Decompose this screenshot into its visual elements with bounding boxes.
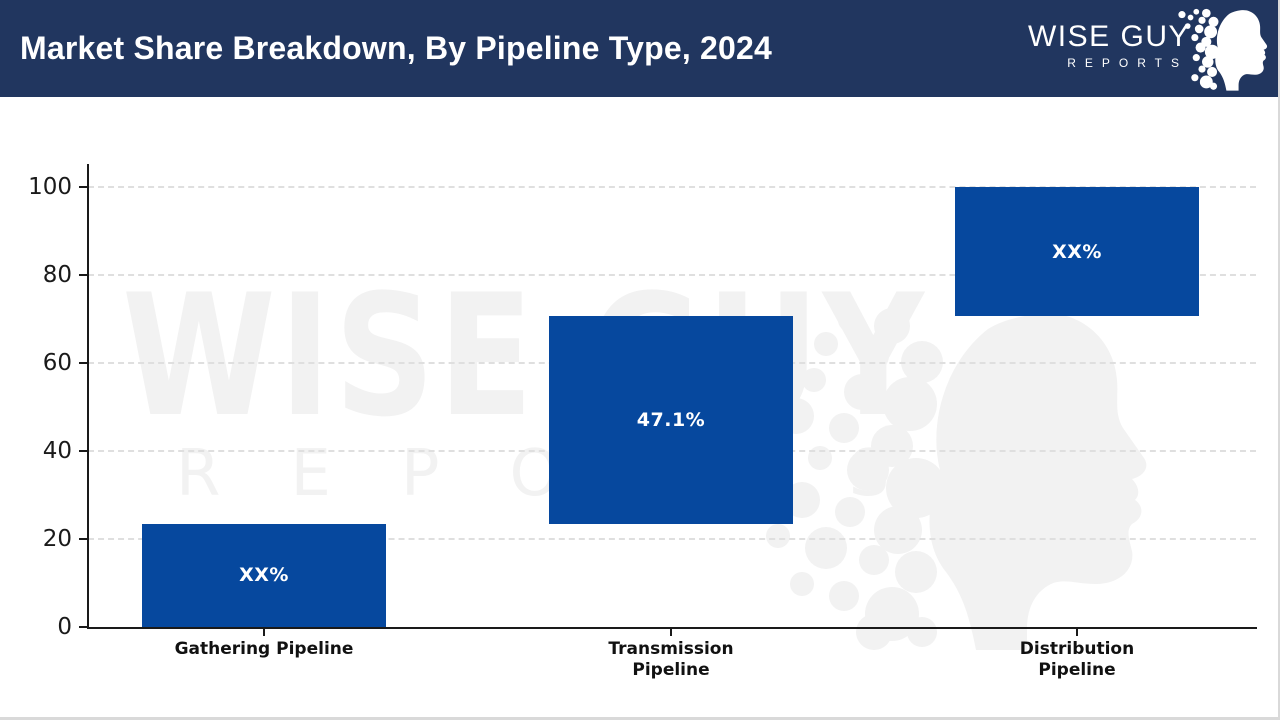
x-axis-label-transmission-pipeline: Transmission Pipeline xyxy=(521,639,821,681)
bar-transmission-pipeline: 47.1% xyxy=(549,316,793,524)
x-axis-label-gathering-pipeline: Gathering Pipeline xyxy=(114,639,414,660)
bar-value-label: 47.1% xyxy=(636,408,706,431)
page-title: Market Share Breakdown, By Pipeline Type… xyxy=(20,30,773,66)
logo-subtext: REPORTS xyxy=(1067,55,1188,70)
logo-wordmark: WISE GUY xyxy=(1027,19,1190,53)
x-tick-mark xyxy=(263,629,265,636)
x-axis-label-distribution-pipeline: Distribution Pipeline xyxy=(927,639,1227,681)
y-tick-mark xyxy=(79,362,88,364)
brand-logo: WISE GUY REPORTS xyxy=(1028,6,1272,92)
y-tick-mark xyxy=(79,626,88,628)
y-tick-label: 20 xyxy=(42,526,72,552)
gridline xyxy=(88,274,1256,276)
gridline xyxy=(88,186,1256,188)
x-axis-label-line: Pipeline xyxy=(632,660,710,680)
x-axis-label-line: Distribution xyxy=(1019,639,1135,659)
y-tick-mark xyxy=(79,538,88,540)
bar-gathering-pipeline: XX% xyxy=(142,523,386,627)
gridline xyxy=(88,538,1256,540)
x-tick-mark xyxy=(1076,629,1078,636)
x-axis-label-line: Pipeline xyxy=(1038,660,1116,680)
x-tick-mark xyxy=(670,629,672,636)
y-tick-label: 60 xyxy=(42,350,72,376)
y-tick-mark xyxy=(79,186,88,188)
y-tick-label: 80 xyxy=(42,262,72,288)
y-tick-mark xyxy=(79,274,88,276)
logo-face-icon xyxy=(1178,8,1268,91)
y-axis-spine xyxy=(87,164,89,629)
bar-distribution-pipeline: XX% xyxy=(955,187,1199,317)
bar-value-label: XX% xyxy=(1052,240,1102,263)
bar-value-label: XX% xyxy=(239,564,289,587)
y-tick-label: 40 xyxy=(42,438,72,464)
header: Market Share Breakdown, By Pipeline Type… xyxy=(0,0,1278,97)
x-axis-spine xyxy=(87,627,1257,629)
y-tick-mark xyxy=(79,450,88,452)
x-axis-label-line: Gathering Pipeline xyxy=(174,639,354,659)
y-tick-label: 0 xyxy=(57,614,72,640)
x-axis-label-line: Transmission xyxy=(608,639,734,659)
logo-text: WISE GUY REPORTS xyxy=(1027,19,1190,70)
y-tick-label: 100 xyxy=(28,174,72,200)
